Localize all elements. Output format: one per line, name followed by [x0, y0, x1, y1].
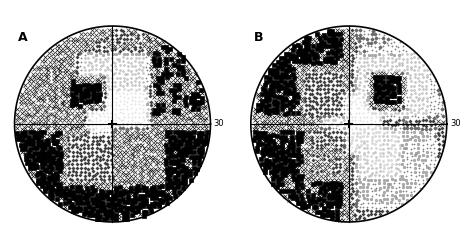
Text: 30: 30: [450, 120, 461, 128]
Text: A: A: [18, 31, 27, 44]
Text: B: B: [254, 31, 264, 44]
Text: 30: 30: [214, 120, 224, 128]
